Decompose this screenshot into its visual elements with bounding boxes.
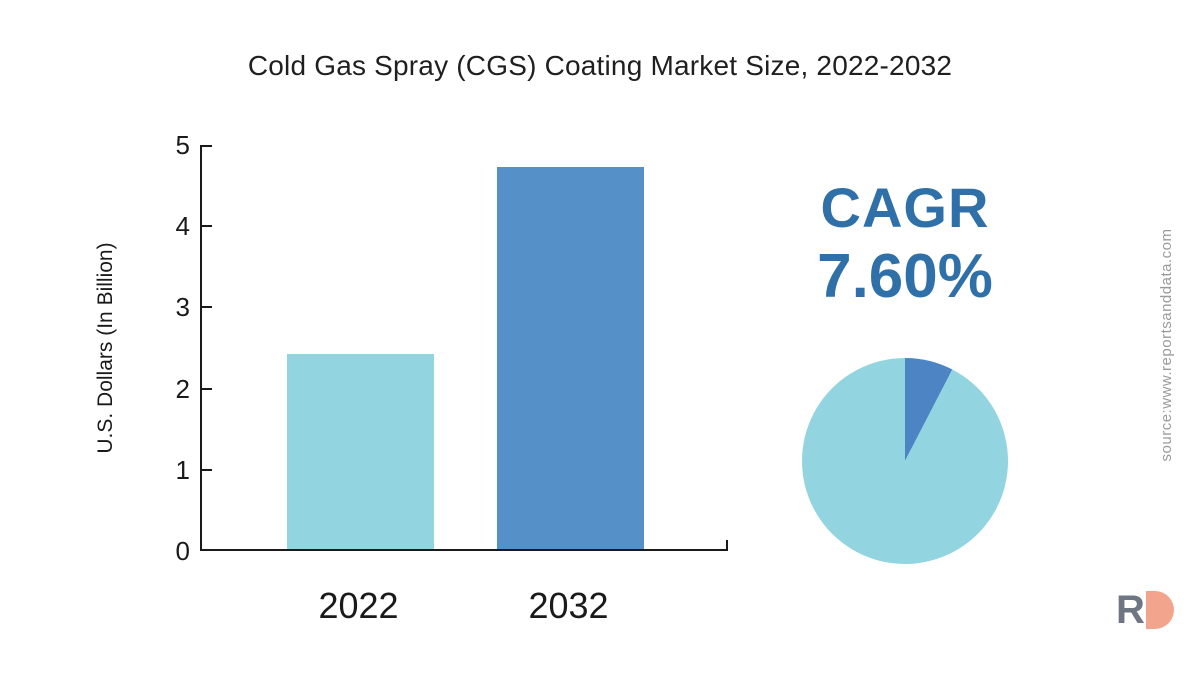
y-tick-label-4: 4 <box>175 211 190 242</box>
y-tick-label-1: 1 <box>175 454 190 485</box>
bar-chart-plot-area <box>200 145 728 551</box>
y-tick-mark-5 <box>202 145 212 147</box>
logo-letter-r: R <box>1116 588 1145 632</box>
source-text: source:www.reportsanddata.com <box>1158 228 1175 462</box>
cagr-pie-chart <box>802 358 1008 564</box>
y-tick-mark-4 <box>202 225 212 228</box>
y-tick-label-0: 0 <box>175 536 190 566</box>
brand-logo: R <box>1116 588 1174 632</box>
y-axis-title: U.S. Dollars (In Billion) <box>94 242 117 454</box>
y-tick-label-2: 2 <box>175 373 190 404</box>
pie-slice-cagr-7-60- <box>905 358 953 461</box>
x-axis-end-tick <box>726 540 728 549</box>
y-tick-mark-2 <box>202 387 212 390</box>
cagr-label: CAGR <box>820 176 990 239</box>
cagr-callout: CAGR 7.60% <box>770 180 1040 308</box>
y-tick-label-5: 5 <box>175 130 190 160</box>
x-tick-label-2022: 2022 <box>318 585 399 626</box>
x-tick-label-2032: 2032 <box>528 585 609 626</box>
y-tick-label-3: 3 <box>175 292 190 323</box>
bar-2032 <box>497 167 644 549</box>
pie-slice-remainder <box>802 358 1008 564</box>
logo-d-shape-icon <box>1145 591 1174 629</box>
y-tick-mark-3 <box>202 306 212 309</box>
bar-2022 <box>287 354 434 549</box>
cagr-value: 7.60% <box>817 242 993 311</box>
chart-title: Cold Gas Spray (CGS) Coating Market Size… <box>247 50 953 81</box>
y-tick-mark-1 <box>202 468 212 471</box>
